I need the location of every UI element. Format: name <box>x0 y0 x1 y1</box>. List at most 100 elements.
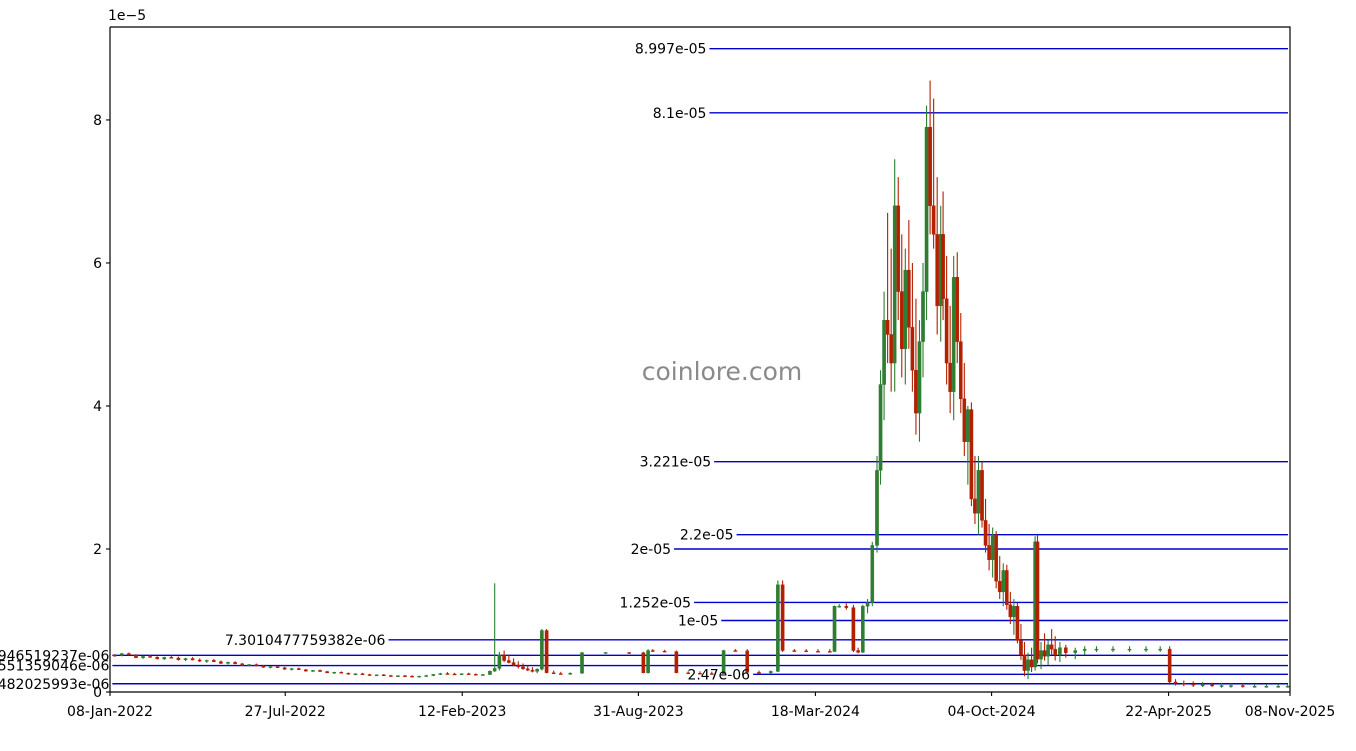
candlestick <box>976 456 981 535</box>
candlestick <box>374 674 379 677</box>
x-axis-tick-label: 04-Oct-2024 <box>947 704 1035 720</box>
candlestick <box>190 657 195 661</box>
candlestick <box>757 670 761 674</box>
candlestick <box>928 80 932 235</box>
candlestick <box>899 234 904 378</box>
candlestick-body <box>721 650 726 674</box>
candlestick-body <box>445 673 450 675</box>
candlestick-body <box>141 656 145 658</box>
candlestick-body <box>769 671 773 674</box>
candlestick <box>865 599 870 614</box>
candlestick <box>804 649 808 653</box>
candlestick-body <box>1073 650 1078 653</box>
candlestick-body <box>907 269 911 328</box>
candlestick-body <box>381 674 386 677</box>
candlestick <box>1005 564 1009 610</box>
candlestick <box>875 456 879 553</box>
candlestick <box>907 220 911 349</box>
candlestick <box>603 651 608 654</box>
candlestick <box>297 667 301 670</box>
candlestick <box>268 666 273 669</box>
candlestick-body <box>990 534 995 560</box>
candlestick-body <box>1063 647 1068 653</box>
candlestick <box>710 671 714 675</box>
candlestick-body <box>297 668 301 670</box>
candlestick-body <box>851 607 856 651</box>
candlestick <box>452 672 457 676</box>
candlestick <box>892 159 897 392</box>
candlestick <box>1029 647 1034 672</box>
candlestick-body <box>233 662 237 665</box>
candlestick-body <box>438 673 443 675</box>
candlestick-body <box>497 654 502 669</box>
candlestick <box>381 673 386 677</box>
candlestick <box>816 649 820 653</box>
candlestick <box>204 659 209 663</box>
candlestick <box>1012 599 1016 635</box>
candlestick-body <box>941 234 945 299</box>
candlestick-body <box>948 362 952 392</box>
candlestick <box>980 461 984 528</box>
candlestick <box>745 649 749 673</box>
candlestick-body <box>1046 644 1050 657</box>
candlestick-body <box>481 674 485 676</box>
candlestick <box>856 647 860 654</box>
candlestick <box>641 651 646 674</box>
candlestick-body <box>914 370 918 414</box>
candlestick-body <box>1210 684 1214 687</box>
candlestick <box>289 668 294 671</box>
candlestick <box>558 671 563 675</box>
candlestick-body <box>275 666 280 668</box>
candlestick-body <box>875 470 879 546</box>
candlestick-body <box>134 654 138 658</box>
candlestick <box>417 675 421 678</box>
candlestick <box>1015 602 1020 644</box>
candlestick-body <box>1158 648 1162 651</box>
candlestick-body <box>983 520 988 546</box>
candlestick <box>346 672 351 675</box>
candlestick-body <box>535 668 539 672</box>
candlestick <box>1058 641 1062 662</box>
candlestick-body <box>540 630 544 670</box>
candlestick-body <box>1012 605 1016 618</box>
candlestick-body <box>474 674 478 676</box>
candlestick <box>360 672 365 675</box>
level-line-label: 2e-05 <box>631 542 671 558</box>
x-axis-tick-label: 12-Feb-2023 <box>418 704 506 720</box>
y-axis-tick-label: 4 <box>93 399 102 415</box>
candlestick <box>969 402 974 507</box>
candlestick <box>511 658 516 667</box>
candlestick-body <box>951 277 956 392</box>
candlestick-body <box>1191 683 1196 686</box>
candlestick <box>318 669 322 672</box>
candlestick-body <box>127 653 131 656</box>
candlestick-body <box>928 126 932 206</box>
candlestick <box>889 248 893 392</box>
candlestick-body <box>892 205 897 364</box>
candlestick <box>698 671 702 675</box>
y-axis-ticks: 0 2 4 6 8 <box>93 113 110 701</box>
candlestick-body <box>1039 650 1043 660</box>
candlestick <box>882 291 886 421</box>
candlestick-body <box>1094 648 1099 651</box>
candlestick-body <box>226 662 230 664</box>
candlestick-body <box>176 657 181 661</box>
candlestick <box>544 629 549 674</box>
candlestick-body <box>832 605 837 652</box>
candlestick-body <box>899 291 904 349</box>
candlestick-body <box>459 673 464 675</box>
candlestick <box>910 262 915 392</box>
candlestick-body <box>627 652 631 654</box>
y-axis-tick-label: 6 <box>93 256 102 272</box>
candlestick <box>885 212 890 364</box>
level-line-label: 2.47e-06 <box>687 667 750 683</box>
candlestick <box>502 650 506 662</box>
level-line-label: 1.1520482025993e-06 <box>0 677 109 693</box>
candlestick-body <box>507 660 511 663</box>
candlestick-body <box>155 657 160 660</box>
candlestick-body <box>1229 685 1233 687</box>
candlestick <box>162 656 167 660</box>
candlestick <box>474 673 478 676</box>
candlestick <box>466 672 471 675</box>
candlestick <box>983 498 988 553</box>
